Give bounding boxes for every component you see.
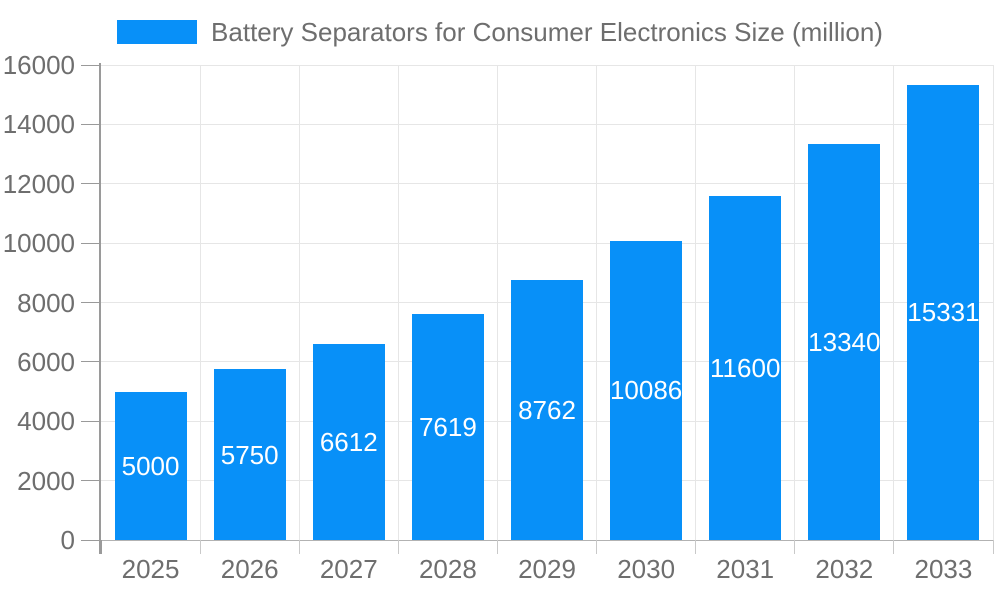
- bar-value-label: 13340: [808, 326, 881, 357]
- bar-value-label: 15331: [907, 297, 980, 328]
- y-axis-label: 10000: [2, 228, 75, 259]
- x-axis-label: 2033: [914, 554, 973, 584]
- y-axis-label: 12000: [2, 168, 75, 199]
- y-tick: [81, 480, 101, 482]
- y-tick: [81, 539, 101, 541]
- y-gridline: [101, 242, 993, 244]
- y-axis-label: 6000: [17, 346, 75, 377]
- y-tick: [81, 64, 101, 66]
- bar[interactable]: [213, 369, 286, 540]
- x-gridline: [496, 65, 498, 540]
- x-gridline: [397, 65, 399, 540]
- y-axis-line: [99, 63, 101, 554]
- y-tick: [81, 361, 101, 363]
- x-tick: [893, 540, 895, 554]
- x-gridline: [893, 65, 895, 540]
- x-tick: [199, 540, 201, 554]
- x-axis-label: 2027: [319, 554, 378, 584]
- y-tick: [81, 123, 101, 125]
- x-gridline: [695, 65, 697, 540]
- bar[interactable]: [511, 279, 583, 540]
- x-axis-label: 2026: [220, 554, 279, 584]
- legend-label: Battery Separators for Consumer Electron…: [211, 17, 883, 47]
- x-axis-label: 2032: [815, 554, 874, 584]
- bar-value-label: 11600: [710, 352, 781, 383]
- x-gridline: [992, 65, 994, 540]
- y-tick: [81, 242, 101, 244]
- y-axis-label: 0: [60, 525, 75, 555]
- x-tick: [596, 540, 598, 554]
- x-axis-label: 2025: [121, 554, 180, 584]
- bar-value-label: 10086: [609, 375, 683, 406]
- x-axis-baseline: [101, 539, 993, 541]
- bar[interactable]: [114, 391, 187, 540]
- x-tick: [100, 540, 102, 554]
- x-tick: [992, 540, 994, 554]
- x-gridline: [596, 65, 598, 540]
- bar-value-label: 5000: [121, 450, 180, 481]
- bar-value-label: 5750: [220, 439, 279, 470]
- bar-value-label: 6612: [319, 426, 378, 457]
- x-gridline: [298, 65, 300, 540]
- bar[interactable]: [610, 240, 683, 540]
- y-axis-label: 14000: [2, 109, 75, 140]
- x-tick: [794, 540, 796, 554]
- bar[interactable]: [709, 195, 782, 540]
- x-tick: [496, 540, 498, 554]
- y-tick: [81, 420, 101, 422]
- bar[interactable]: [312, 343, 385, 540]
- bar-value-label: 8762: [518, 394, 576, 425]
- x-tick: [298, 540, 300, 554]
- y-axis-label: 8000: [17, 287, 75, 318]
- y-tick: [81, 183, 101, 185]
- x-axis-label: 2030: [617, 554, 676, 584]
- x-axis-label: 2028: [418, 554, 477, 584]
- x-tick: [695, 540, 697, 554]
- y-axis-label: 2000: [17, 465, 75, 496]
- bar-value-label: 7619: [418, 411, 477, 442]
- y-tick: [81, 302, 101, 303]
- x-axis-label: 2029: [518, 554, 576, 584]
- y-gridline: [101, 64, 993, 66]
- bar[interactable]: [411, 313, 484, 540]
- x-tick: [397, 540, 399, 554]
- bar[interactable]: [808, 143, 881, 540]
- legend-swatch-icon: [117, 20, 198, 44]
- y-gridline: [101, 183, 993, 185]
- y-gridline: [101, 123, 993, 125]
- legend-item[interactable]: Battery Separators for Consumer Electron…: [0, 17, 1000, 47]
- bar[interactable]: [907, 84, 980, 540]
- x-gridline: [199, 65, 201, 540]
- y-axis-label: 16000: [2, 50, 75, 80]
- y-axis-label: 4000: [17, 406, 75, 437]
- x-gridline: [794, 65, 796, 540]
- x-axis-label: 2031: [716, 554, 775, 584]
